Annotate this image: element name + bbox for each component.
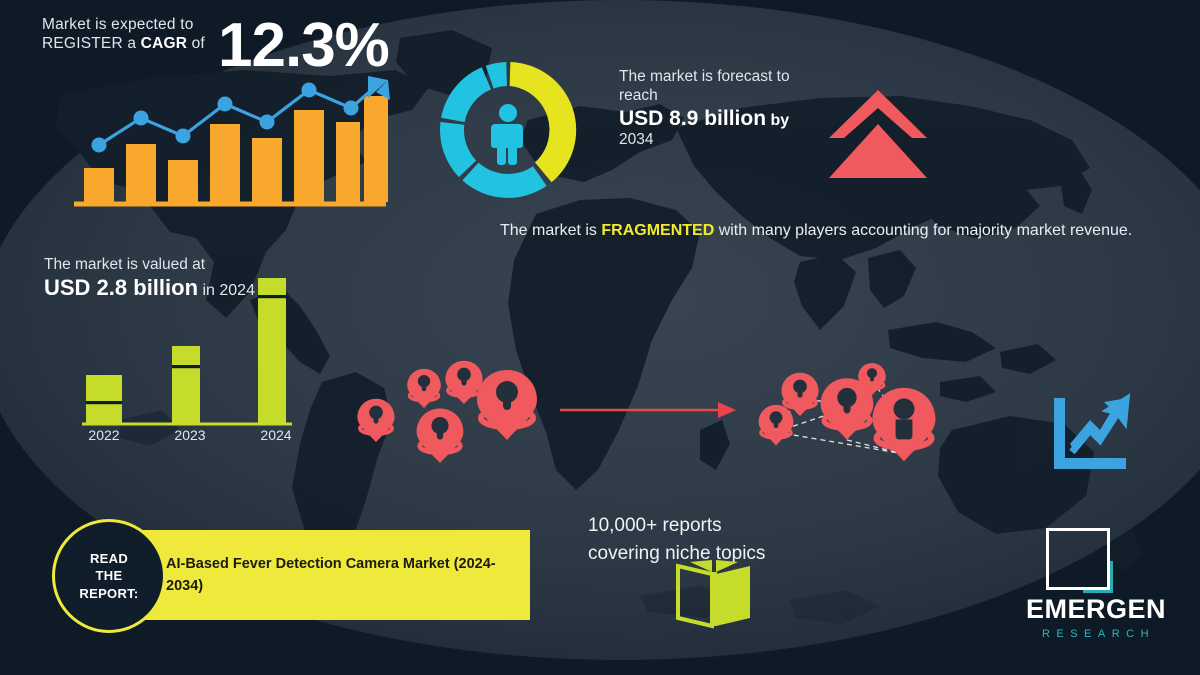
valuation-value: USD 2.8 billion [44,274,199,300]
fragmented-highlight: FRAGMENTED [601,222,715,239]
forecast-value: USD 8.9 billion [619,106,767,130]
donut-slice-5 [485,62,507,89]
forecast-value-row: USD 8.9 billion by [619,106,849,132]
person-icon [491,104,523,165]
valuation-value-row: USD 2.8 billion in 2024 [44,275,344,302]
valuation-caption: The market is valued at USD 2.8 billion … [44,256,344,302]
bars [86,278,286,423]
tick-2022: 2022 [88,427,119,443]
forecast-by: by [766,111,790,129]
reports-caption: 10,000+ reports covering niche topics [588,512,765,567]
cagr-caption: Market is expected to REGISTER a CAGR of [42,16,242,54]
location-pin [758,404,794,446]
open-book-icon [672,560,756,629]
cagr-value: 12.3% [218,11,390,80]
forecast-caption: The market is forecast to reach USD 8.9 … [619,68,849,150]
valuation-year: in 2024 [198,281,255,299]
connected-location-pins [752,362,952,480]
trend-markers [91,82,359,153]
growth-trend-bar-chart [68,76,390,208]
fragmented-post: with many players accounting for majorit… [714,222,1133,239]
fragmented-statement: The market is FRAGMENTED with many playe… [500,219,1140,244]
cagr-line1: Market is expected to [42,16,194,33]
logo-subtitle: RESEARCH [1041,628,1156,640]
donut-slice-1 [509,62,577,183]
reports-line1: 10,000+ reports [588,515,722,536]
location-pin [416,408,464,464]
location-pin [477,370,537,440]
emergen-research-logo[interactable]: EMERGEN RESEARCH [1016,528,1176,640]
donut-slice-4 [441,67,491,123]
forecast-year: 2034 [619,131,654,149]
trend-line [98,78,385,147]
location-pin [357,398,395,443]
location-pin [445,360,483,405]
double-chevron-up-icon [826,86,930,180]
bars [84,96,388,202]
reports-line2: covering niche topics [588,542,766,564]
tick-2023: 2023 [174,427,205,443]
cagr-label: CAGR [140,34,188,52]
scattered-location-pins [352,360,552,472]
market-share-donut [426,48,590,212]
cagr-line2-suffix: of [187,34,205,52]
read-the-report-label: READ THE REPORT: [79,550,138,603]
badge-line3: REPORT: [79,585,139,601]
location-pin [820,378,874,440]
market-value-bar-chart: 2022 2023 2024 [72,270,312,443]
cagr-line2: REGISTER a CAGR of [42,35,242,54]
forecast-line1: The market is forecast to [619,68,790,85]
logo-name: EMERGEN [1025,594,1167,624]
report-title: AI-Based Fever Detection Camera Market (… [166,555,496,594]
fragmented-pre: The market is [500,222,602,239]
trend-arrowhead [368,76,390,100]
right-arrow [560,400,736,420]
line-chart-up-icon [1050,393,1131,474]
forecast-line2: reach [619,86,658,104]
donut-slice-2 [462,162,547,198]
pin-group [758,363,936,462]
x-axis-tick-labels: 2022 2023 2024 [88,427,291,443]
pin-group [357,360,537,464]
cagr-line2-prefix: REGISTER a [42,34,141,52]
badge-line2: THE [95,568,123,584]
square-logo-mark [1046,528,1113,593]
badge-line1: READ [89,550,129,566]
location-pin [781,372,819,417]
report-title-banner[interactable]: AI-Based Fever Detection Camera Market (… [118,530,530,620]
tick-2024: 2024 [260,427,291,443]
donut-slice-3 [440,122,477,178]
location-pin [407,368,441,409]
valuation-line1: The market is valued at [44,256,206,273]
read-the-report-badge[interactable]: READ THE REPORT: [52,519,166,633]
location-pin [872,387,936,462]
